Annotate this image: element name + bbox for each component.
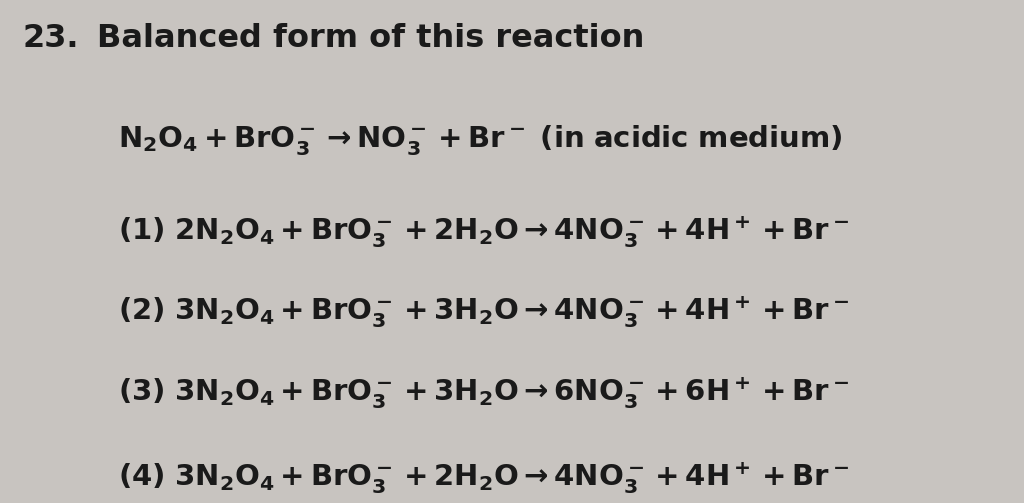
- Text: 23.: 23.: [23, 23, 79, 54]
- Text: $\mathbf{(3)\ 3N_2O_4 + BrO_3^- + 3H_2O \rightarrow 6NO_3^- + 6H^+ + Br^-}$: $\mathbf{(3)\ 3N_2O_4 + BrO_3^- + 3H_2O …: [118, 375, 849, 410]
- Text: Balanced form of this reaction: Balanced form of this reaction: [97, 23, 645, 54]
- Text: $\mathbf{(1)\ 2N_2O_4 + BrO_3^- + 2H_2O \rightarrow 4NO_3^- + 4H^+ + Br^-}$: $\mathbf{(1)\ 2N_2O_4 + BrO_3^- + 2H_2O …: [118, 214, 849, 249]
- Text: $\mathbf{(2)\ 3N_2O_4 + BrO_3^- + 3H_2O \rightarrow 4NO_3^- + 4H^+ + Br^-}$: $\mathbf{(2)\ 3N_2O_4 + BrO_3^- + 3H_2O …: [118, 294, 849, 330]
- Text: $\mathbf{N_2O_4 + BrO_3^- \rightarrow NO_3^- + Br^-}$$\mathbf{\ (in\ acidic\ med: $\mathbf{N_2O_4 + BrO_3^- \rightarrow NO…: [118, 123, 843, 157]
- Text: $\mathbf{(4)\ 3N_2O_4 + BrO_3^- + 2H_2O \rightarrow 4NO_3^- + 4H^+ + Br^-}$: $\mathbf{(4)\ 3N_2O_4 + BrO_3^- + 2H_2O …: [118, 460, 849, 496]
